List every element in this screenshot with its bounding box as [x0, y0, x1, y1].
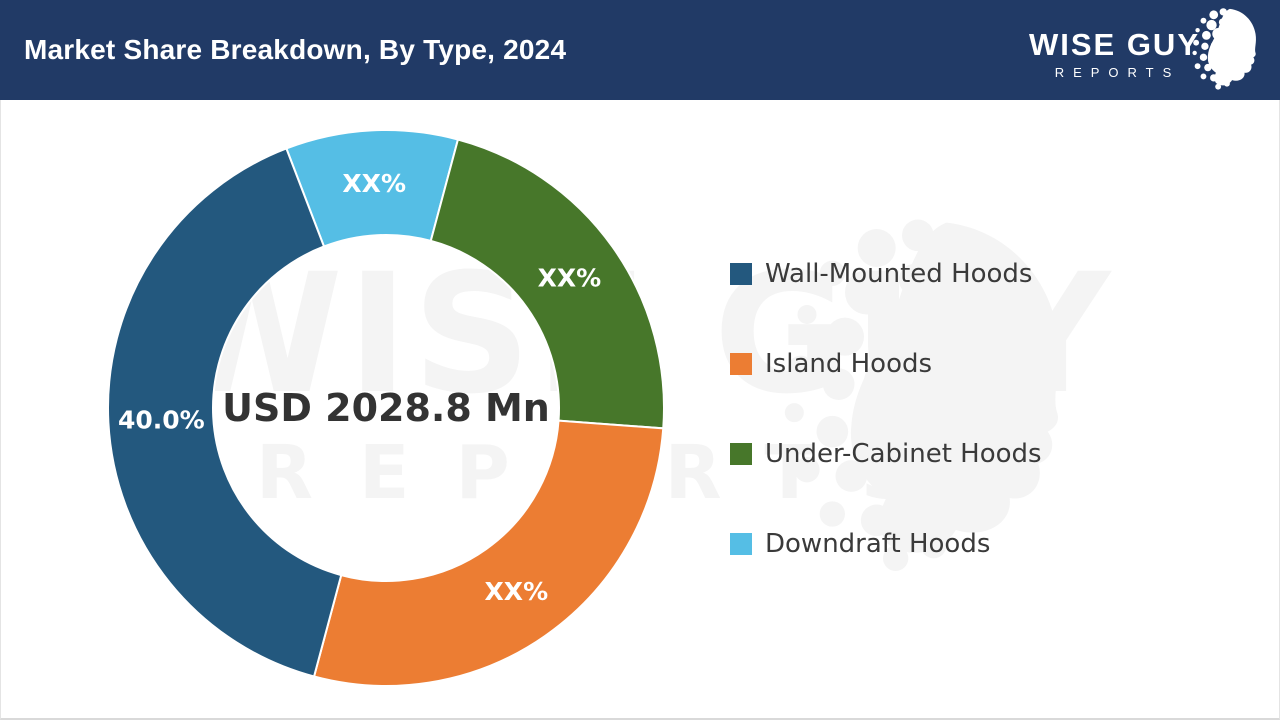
- donut-slice-wall-mounted-hoods: [107, 147, 343, 678]
- chart-area: WISE GUY REPORTS XX%XX%XX%40.0% USD 2028…: [0, 100, 1280, 720]
- legend-label: Wall-Mounted Hoods: [765, 259, 1033, 289]
- legend-swatch-downdraft: [730, 533, 752, 555]
- header: Market Share Breakdown, By Type, 2024 WI…: [0, 0, 1280, 100]
- legend-item-island-hoods: Island Hoods: [730, 349, 932, 379]
- legend-label: Downdraft Hoods: [765, 529, 991, 559]
- logo-text: WISE GUY REPORTS: [1029, 27, 1200, 80]
- legend-swatch-island: [730, 353, 752, 375]
- legend-item-wall-mounted-hoods: Wall-Mounted Hoods: [730, 259, 1032, 289]
- donut-chart: XX% XX% XX% 40.0%: [107, 129, 665, 687]
- slice-label-under-cabinet-hoods: XX%: [538, 263, 602, 292]
- donut-slice-island-hoods: [312, 419, 665, 687]
- legend-label: Island Hoods: [765, 349, 933, 379]
- logo-subtitle: REPORTS: [1054, 64, 1181, 80]
- legend-item-downdraft-hoods: Downdraft Hoods: [730, 529, 990, 559]
- donut-slice-under-cabinet-hoods: [429, 138, 665, 430]
- logo-wordmark: WISE GUY: [1028, 26, 1200, 62]
- donut-center-label: USD 2028.8 Mn: [222, 386, 550, 430]
- legend-swatch-wall-mounted: [730, 263, 752, 285]
- slice-label-wall-mounted-hoods: 40.0%: [118, 406, 205, 435]
- page-title: Market Share Breakdown, By Type, 2024: [24, 34, 567, 65]
- legend-item-under-cabinet-hoods: Under-Cabinet Hoods: [730, 439, 1042, 469]
- wise-guy-logo: WISE GUY REPORTS: [1029, 6, 1262, 94]
- legend-swatch-under-cabinet: [730, 443, 752, 465]
- slice-label-island-hoods: XX%: [485, 577, 549, 606]
- legend-label: Under-Cabinet Hoods: [765, 439, 1042, 469]
- slice-label-downdraft-hoods: XX%: [342, 169, 406, 198]
- logo-head-icon: [1192, 8, 1256, 90]
